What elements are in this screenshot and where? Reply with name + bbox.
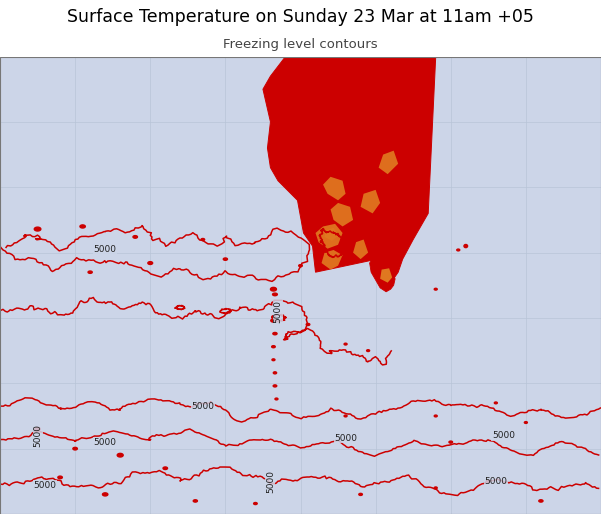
- Polygon shape: [539, 500, 543, 502]
- Polygon shape: [361, 190, 380, 213]
- Polygon shape: [270, 287, 276, 291]
- Polygon shape: [435, 415, 437, 417]
- Text: Freezing level contours: Freezing level contours: [223, 38, 378, 50]
- Text: 5000: 5000: [484, 477, 507, 486]
- Polygon shape: [359, 493, 362, 495]
- Polygon shape: [103, 493, 108, 496]
- Polygon shape: [273, 333, 277, 335]
- Polygon shape: [380, 268, 392, 283]
- Polygon shape: [254, 503, 257, 505]
- Polygon shape: [370, 254, 395, 292]
- Polygon shape: [299, 265, 302, 267]
- Polygon shape: [307, 323, 310, 325]
- Polygon shape: [271, 319, 276, 322]
- Polygon shape: [487, 480, 490, 482]
- Text: 5000: 5000: [34, 481, 56, 490]
- Polygon shape: [80, 225, 85, 228]
- Circle shape: [464, 245, 468, 248]
- Polygon shape: [34, 227, 41, 231]
- Polygon shape: [148, 262, 153, 265]
- Text: 5000: 5000: [94, 437, 117, 447]
- Text: Surface Temperature on Sunday 23 Mar at 11am +05: Surface Temperature on Sunday 23 Mar at …: [67, 8, 534, 26]
- Polygon shape: [273, 372, 276, 374]
- Polygon shape: [263, 57, 601, 281]
- Polygon shape: [435, 487, 437, 489]
- Text: 5000: 5000: [492, 431, 515, 440]
- Polygon shape: [449, 441, 453, 443]
- Polygon shape: [88, 271, 93, 273]
- Polygon shape: [201, 238, 205, 241]
- Polygon shape: [133, 235, 138, 238]
- Polygon shape: [73, 447, 78, 450]
- Polygon shape: [457, 249, 460, 251]
- Polygon shape: [316, 224, 343, 249]
- Polygon shape: [272, 359, 275, 361]
- Polygon shape: [58, 476, 63, 479]
- Polygon shape: [323, 177, 346, 200]
- Polygon shape: [35, 428, 40, 431]
- Polygon shape: [495, 402, 497, 404]
- Polygon shape: [194, 500, 197, 502]
- Polygon shape: [367, 350, 370, 352]
- Text: 5000: 5000: [273, 300, 282, 323]
- Polygon shape: [117, 453, 123, 457]
- Polygon shape: [353, 240, 368, 259]
- Text: 5000: 5000: [334, 434, 357, 443]
- Polygon shape: [224, 258, 227, 260]
- Text: 5000: 5000: [266, 470, 275, 493]
- Polygon shape: [525, 421, 528, 424]
- Polygon shape: [331, 203, 353, 227]
- Polygon shape: [344, 415, 347, 417]
- Polygon shape: [376, 262, 379, 264]
- Polygon shape: [435, 288, 437, 290]
- Polygon shape: [163, 467, 168, 470]
- Polygon shape: [273, 385, 277, 387]
- Polygon shape: [275, 398, 278, 400]
- Text: 5000: 5000: [33, 424, 42, 447]
- Polygon shape: [273, 293, 277, 296]
- Text: 5000: 5000: [94, 246, 117, 254]
- Text: 5000: 5000: [191, 402, 215, 411]
- Polygon shape: [322, 250, 343, 269]
- Polygon shape: [325, 228, 338, 241]
- Polygon shape: [272, 345, 275, 348]
- Polygon shape: [344, 343, 347, 345]
- Polygon shape: [389, 265, 392, 266]
- Polygon shape: [379, 151, 398, 174]
